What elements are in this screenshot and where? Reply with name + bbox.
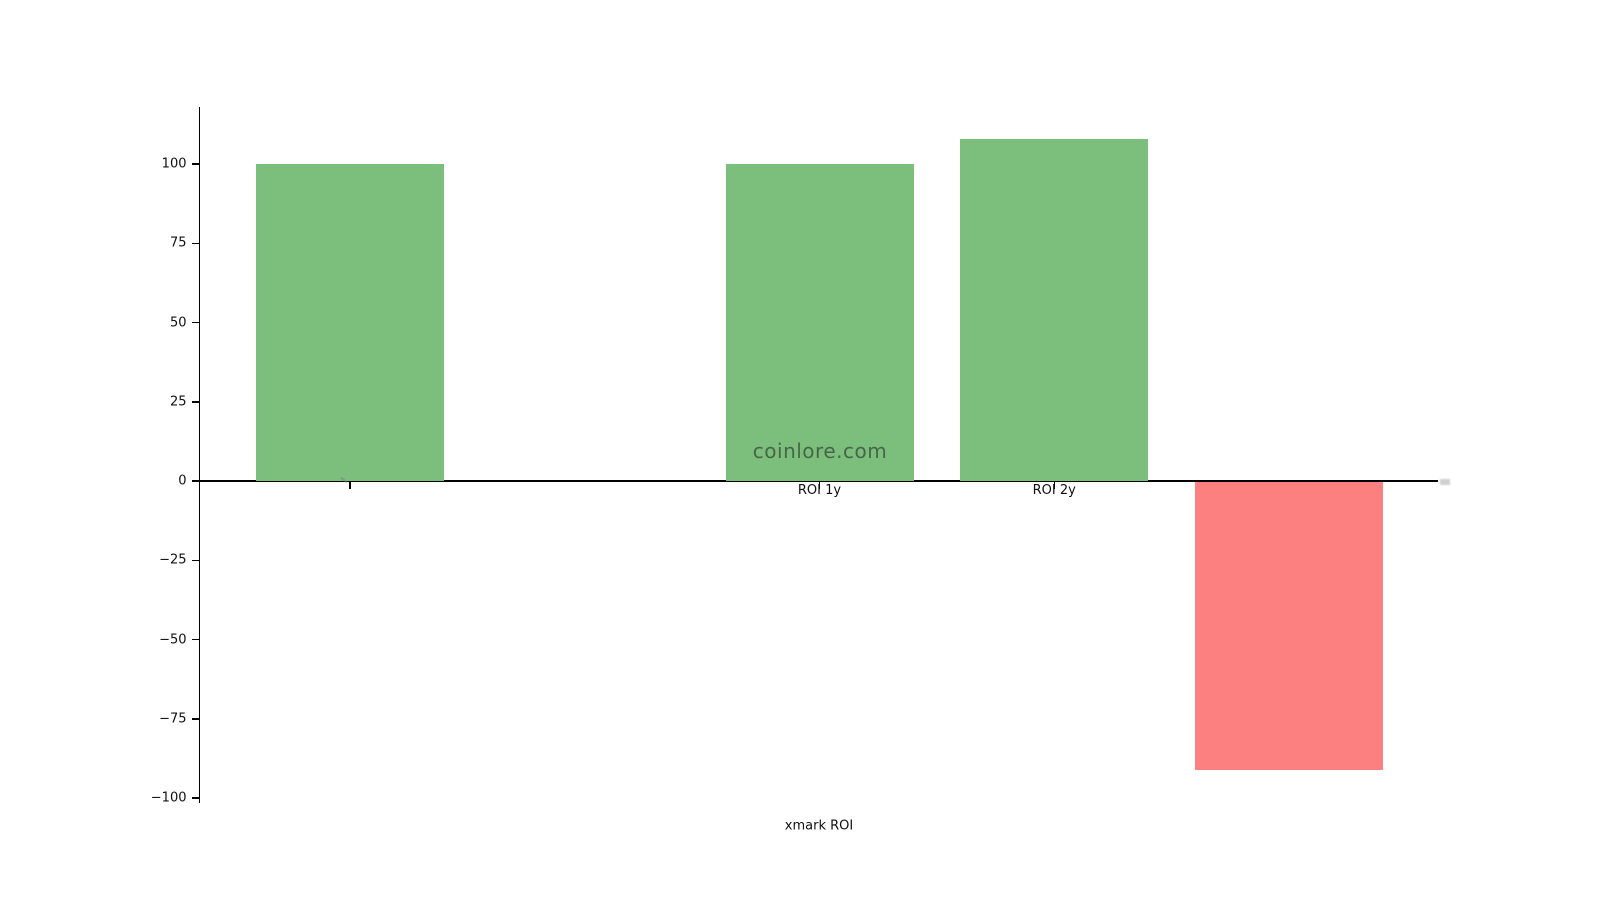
x-tick-label: ROI 2y — [1032, 483, 1076, 498]
bar — [960, 138, 1149, 481]
y-tick-label: −100 — [150, 790, 187, 806]
y-tick-label: 25 — [169, 394, 187, 410]
y-tick — [191, 638, 199, 641]
bar — [1195, 481, 1383, 771]
y-tick — [191, 401, 199, 403]
x-axis-line — [198, 480, 1438, 482]
x-axis-title: xmark ROI — [784, 818, 854, 834]
y-tick — [191, 163, 199, 165]
y-tick-label: 100 — [161, 156, 187, 172]
y-tick — [191, 718, 199, 720]
bar — [256, 164, 444, 481]
y-tick-label: −50 — [159, 632, 187, 647]
x-tick — [1053, 481, 1055, 489]
x-tick — [818, 481, 821, 489]
y-tick — [191, 480, 199, 482]
watermark-text: coinlore.com — [752, 439, 888, 463]
y-tick — [191, 559, 199, 561]
x-tick-label: ROI 1y — [797, 483, 842, 498]
bar — [725, 164, 914, 481]
tiny-tick-label-artifact-right — [1440, 479, 1450, 485]
y-tick — [191, 321, 199, 324]
y-tick — [191, 242, 199, 244]
y-tick-label: 0 — [178, 473, 187, 489]
y-tick-label: −25 — [159, 552, 187, 568]
y-tick-label: −75 — [159, 711, 187, 727]
y-tick-label: 75 — [169, 235, 187, 251]
y-axis-spine — [198, 107, 200, 803]
x-tick — [349, 481, 351, 489]
y-tick — [191, 797, 199, 799]
y-tick-label: 50 — [169, 315, 187, 330]
